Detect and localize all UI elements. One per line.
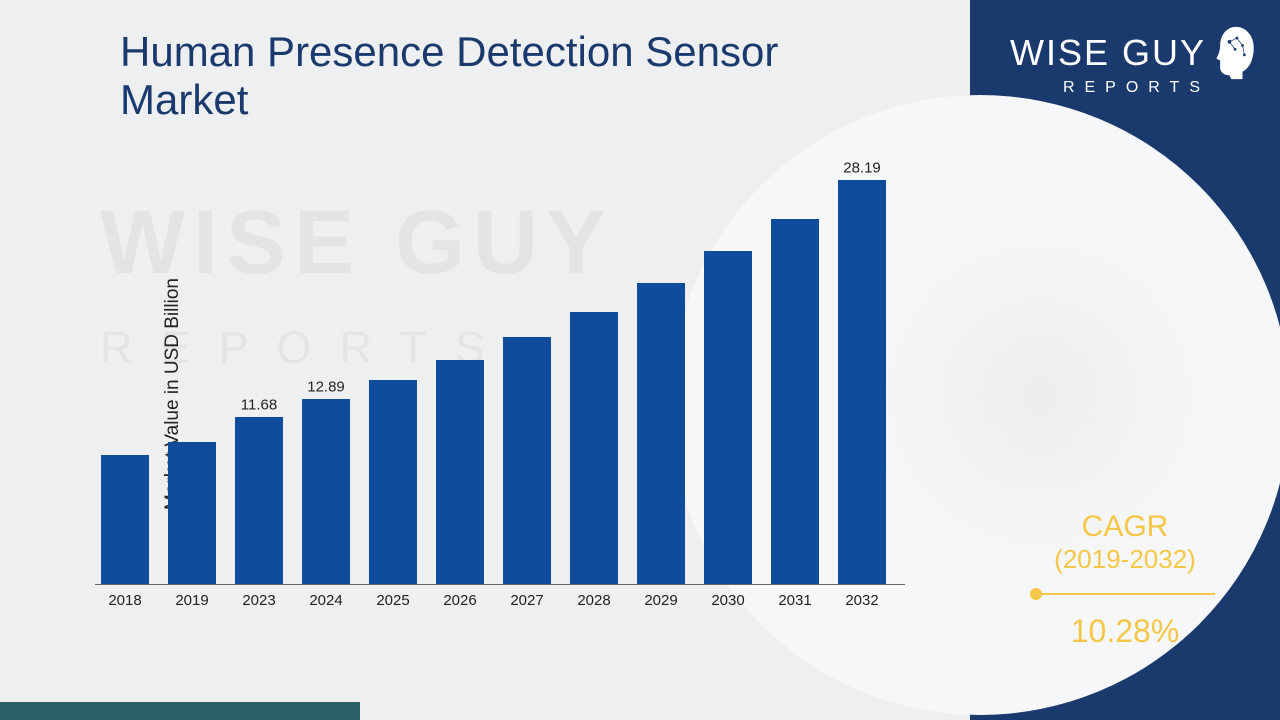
plot-area: 2018 2019 11.682023 12.892024 2025 2026 2027 20… bbox=[95, 155, 905, 585]
bar-group: 2028 bbox=[570, 312, 618, 584]
x-axis-tick-label: 2024 bbox=[309, 592, 342, 609]
x-axis-tick-label: 2018 bbox=[108, 592, 141, 609]
bar bbox=[771, 219, 819, 585]
x-axis-tick-label: 2026 bbox=[443, 592, 476, 609]
x-axis-tick-label: 2028 bbox=[577, 592, 610, 609]
logo-main-line: WISE GUY bbox=[1010, 25, 1260, 81]
bar-group: 2031 bbox=[771, 219, 819, 585]
x-axis-tick-label: 2030 bbox=[711, 592, 744, 609]
bar-group: 2027 bbox=[503, 337, 551, 584]
bar-group: 11.682023 bbox=[235, 417, 283, 584]
x-axis-tick-label: 2019 bbox=[175, 592, 208, 609]
cagr-divider bbox=[1035, 593, 1215, 595]
x-axis-tick-label: 2031 bbox=[778, 592, 811, 609]
bar-group: 28.192032 bbox=[838, 180, 886, 584]
x-axis-tick-label: 2023 bbox=[242, 592, 275, 609]
head-silhouette-icon bbox=[1212, 25, 1260, 81]
bar-value-label: 28.19 bbox=[843, 160, 881, 177]
x-axis-tick-label: 2025 bbox=[376, 592, 409, 609]
bar: 28.19 bbox=[838, 180, 886, 584]
bar bbox=[436, 360, 484, 584]
bar-group: 2025 bbox=[369, 380, 417, 584]
bottom-accent-bar bbox=[0, 702, 360, 720]
bar bbox=[570, 312, 618, 584]
x-axis-tick-label: 2029 bbox=[644, 592, 677, 609]
cagr-value: 10.28% bbox=[1010, 613, 1240, 650]
bar bbox=[101, 455, 149, 584]
bar-group: 12.892024 bbox=[302, 399, 350, 584]
cagr-period: (2019-2032) bbox=[1010, 544, 1240, 575]
bar bbox=[704, 251, 752, 584]
bar: 12.89 bbox=[302, 399, 350, 584]
x-axis-tick-label: 2032 bbox=[845, 592, 878, 609]
cagr-box: CAGR (2019-2032) 10.28% bbox=[1010, 510, 1240, 650]
bar: 11.68 bbox=[235, 417, 283, 584]
bar bbox=[503, 337, 551, 584]
bar-group: 2019 bbox=[168, 442, 216, 584]
bar-value-label: 12.89 bbox=[307, 379, 345, 396]
bar bbox=[369, 380, 417, 584]
bar-group: 2018 bbox=[101, 455, 149, 584]
page-title: Human Presence Detection Sensor Market bbox=[120, 28, 870, 125]
x-axis-tick-label: 2027 bbox=[510, 592, 543, 609]
bar-value-label: 11.68 bbox=[241, 396, 277, 413]
bar bbox=[168, 442, 216, 584]
logo-main-text: WISE GUY bbox=[1010, 32, 1206, 74]
bar-group: 2026 bbox=[436, 360, 484, 584]
logo-sub-text: REPORTS bbox=[1010, 79, 1210, 97]
bar-group: 2029 bbox=[637, 283, 685, 584]
bar bbox=[637, 283, 685, 584]
brand-logo: WISE GUY REPORTS bbox=[1010, 25, 1260, 97]
bar-chart: Market Value in USD Billion 2018201911.6… bbox=[95, 155, 905, 615]
bar-group: 2030 bbox=[704, 251, 752, 584]
cagr-title: CAGR bbox=[1010, 510, 1240, 544]
